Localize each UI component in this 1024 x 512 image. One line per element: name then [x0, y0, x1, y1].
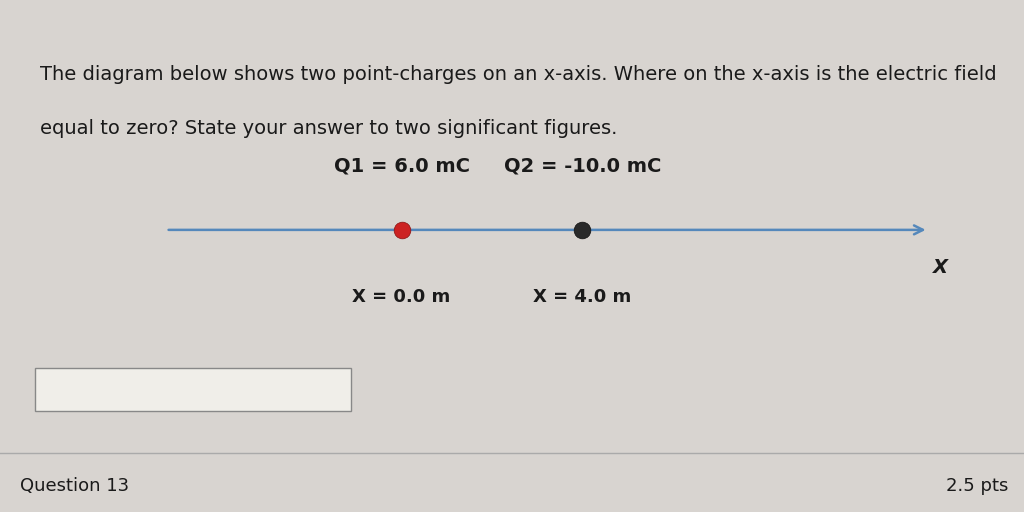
FancyBboxPatch shape [35, 368, 351, 412]
Text: X = 4.0 m: X = 4.0 m [534, 288, 632, 306]
Text: Q1 = 6.0 mC: Q1 = 6.0 mC [334, 157, 470, 176]
Text: Q2 = -10.0 mC: Q2 = -10.0 mC [504, 157, 660, 176]
Text: Question 13: Question 13 [20, 477, 130, 495]
Text: X = 0.0 m: X = 0.0 m [352, 288, 451, 306]
Text: The diagram below shows two point-charges on an x-axis. Where on the x-axis is t: The diagram below shows two point-charge… [40, 65, 997, 84]
Text: X: X [934, 258, 948, 277]
Text: 14: 14 [47, 380, 71, 398]
Text: equal to zero? State your answer to two significant figures.: equal to zero? State your answer to two … [40, 119, 617, 138]
Text: 2.5 pts: 2.5 pts [946, 477, 1009, 495]
